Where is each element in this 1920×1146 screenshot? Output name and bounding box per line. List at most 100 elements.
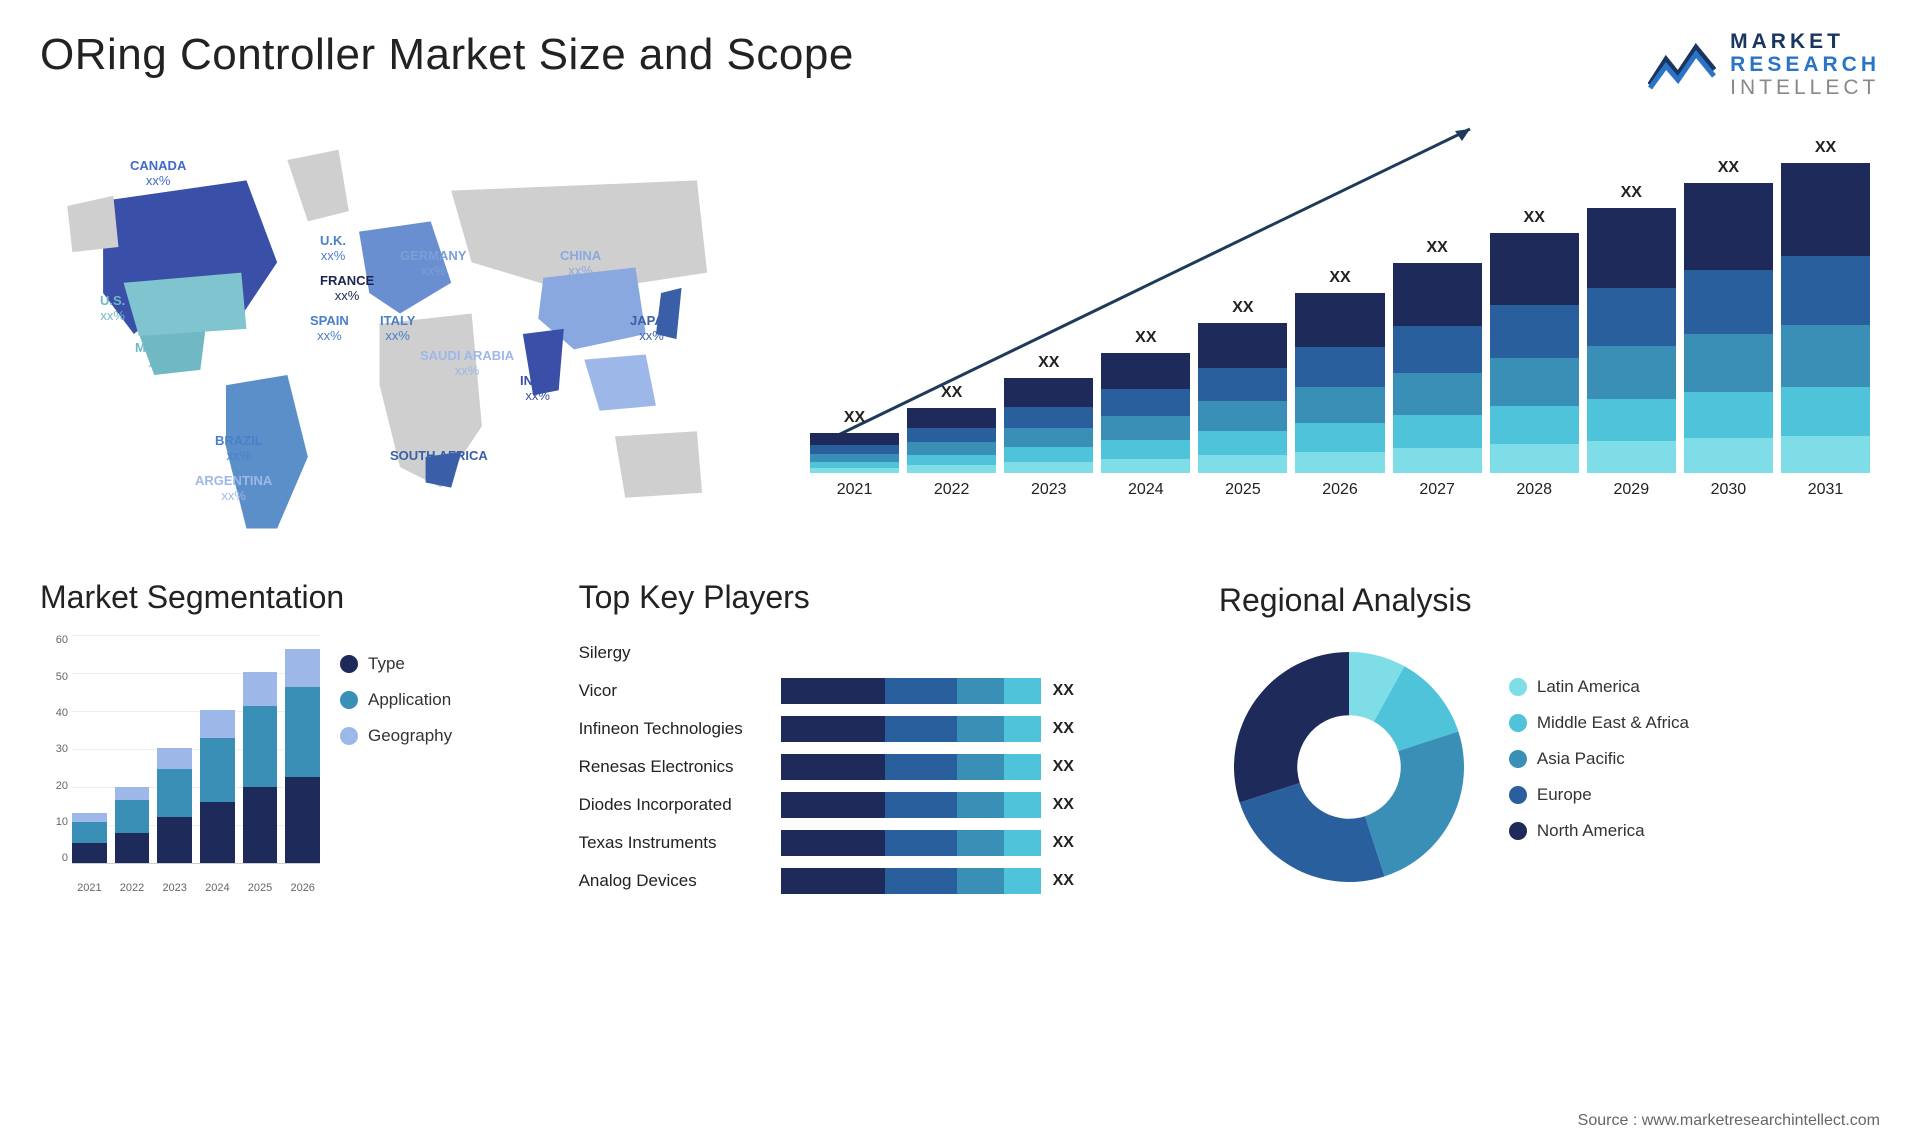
map-label: ITALYxx% [380,314,415,344]
legend-dot-icon [1509,678,1527,696]
player-name: Diodes Incorporated [579,795,769,815]
players-title: Top Key Players [579,579,1189,616]
map-region-aus [615,432,702,499]
bar-year: 2023 [1031,481,1067,499]
player-bar [781,792,1041,818]
logo-line2: RESEARCH [1730,53,1880,76]
world-map: CANADAxx% U.S.xx% MEXICOxx% BRAZILxx% ARGENT… [40,119,760,549]
donut-slice [1239,783,1384,882]
legend-item: Application [340,690,549,710]
bar-value: XX [941,384,962,402]
bar-year: 2025 [1225,481,1261,499]
player-name: Analog Devices [579,871,769,891]
map-region-us [124,273,247,336]
brand-logo: MARKET RESEARCH INTELLECT [1648,30,1880,99]
regional-section: Regional Analysis Latin America Middle Ea… [1219,579,1880,900]
segmentation-legend: Type Application Geography [340,634,549,894]
legend-item: North America [1509,821,1880,841]
legend-item: Type [340,654,549,674]
player-row: VicorXX [579,672,1189,710]
forecast-bar: XX 2026 [1295,269,1384,499]
legend-item: Europe [1509,785,1880,805]
players-section: Top Key Players SilergyVicorXXInfineon T… [579,579,1189,900]
forecast-bar: XX 2030 [1684,159,1773,499]
bar-year: 2021 [837,481,873,499]
bar-value: XX [1718,159,1739,177]
bar-year: 2030 [1711,481,1747,499]
donut-slice [1365,732,1464,877]
bar-value: XX [1232,299,1253,317]
bar-value: XX [1621,184,1642,202]
legend-dot-icon [340,655,358,673]
forecast-bar: XX2027 [1393,239,1482,499]
player-bar [781,868,1041,894]
segmentation-section: Market Segmentation 0102030405060 202120… [40,579,549,900]
segmentation-chart: 0102030405060 202120222023202420252026 [40,634,320,894]
logo-line3: INTELLECT [1730,76,1880,99]
seg-bar [200,710,235,863]
legend-dot-icon [1509,786,1527,804]
bar-value: XX [1815,139,1836,157]
bar-value: XX [1524,209,1545,227]
player-row: Texas Instruments XX [579,824,1189,862]
forecast-bar: XX 2022 [907,384,996,499]
map-label: MEXICOxx% [135,341,186,371]
legend-dot-icon [340,727,358,745]
player-value: XX [1053,872,1074,890]
map-label: U.S.xx% [100,294,125,324]
bar-year: 2026 [1322,481,1358,499]
map-label: ARGENTINAxx% [195,474,272,504]
legend-dot-icon [1509,714,1527,732]
forecast-bar: XX 2025 [1198,299,1287,499]
map-label: SPAINxx% [310,314,349,344]
player-value: XX [1053,834,1074,852]
map-label: SOUTH AFRICAxx% [390,449,488,479]
player-bar [781,678,1041,704]
bar-year: 2029 [1614,481,1650,499]
map-label: U.K.xx% [320,234,346,264]
bar-year: 2028 [1516,481,1552,499]
player-name: Renesas Electronics [579,757,769,777]
bar-year: 2024 [1128,481,1164,499]
seg-bar [72,813,107,863]
bar-value: XX [844,409,865,427]
forecast-bar: XX2023 [1004,354,1093,499]
bar-value: XX [1329,269,1350,287]
regional-title: Regional Analysis [1219,582,1880,619]
player-bar [781,754,1041,780]
player-row: Infineon TechnologiesXX [579,710,1189,748]
legend-item: Latin America [1509,677,1880,697]
seg-bar [157,748,192,863]
player-row: Analog Devices XX [579,862,1189,900]
player-row: Diodes IncorporatedXX [579,786,1189,824]
map-label: BRAZILxx% [215,434,263,464]
player-name: Infineon Technologies [579,719,769,739]
map-label: CANADAxx% [130,159,186,189]
bar-value: XX [1426,239,1447,257]
player-row: Silergy [579,634,1189,672]
forecast-chart: XX2021XX2022XX2023XX2024XX2025XX2026XX20… [800,119,1880,549]
legend-dot-icon [1509,822,1527,840]
map-region-greenland [287,150,348,222]
map-label: SAUDI ARABIAxx% [420,349,514,379]
seg-bar [243,672,278,864]
map-label: JAPANxx% [630,314,673,344]
map-label: CHINAxx% [560,249,601,279]
bar-year: 2031 [1808,481,1844,499]
forecast-bar: XX 2021 [810,409,899,499]
player-name: Texas Instruments [579,833,769,853]
page-title: ORing Controller Market Size and Scope [40,30,854,80]
player-bar [781,716,1041,742]
legend-item: Asia Pacific [1509,749,1880,769]
player-name: Silergy [579,643,769,663]
player-bar [781,830,1041,856]
forecast-bar: XX2024 [1101,329,1190,499]
legend-dot-icon [1509,750,1527,768]
map-label: INDIAxx% [520,374,555,404]
map-label: FRANCExx% [320,274,374,304]
regional-legend: Latin America Middle East & Africa Asia Pa… [1509,677,1880,857]
legend-item: Middle East & Africa [1509,713,1880,733]
legend-dot-icon [340,691,358,709]
bar-year: 2022 [934,481,970,499]
legend-item: Geography [340,726,549,746]
